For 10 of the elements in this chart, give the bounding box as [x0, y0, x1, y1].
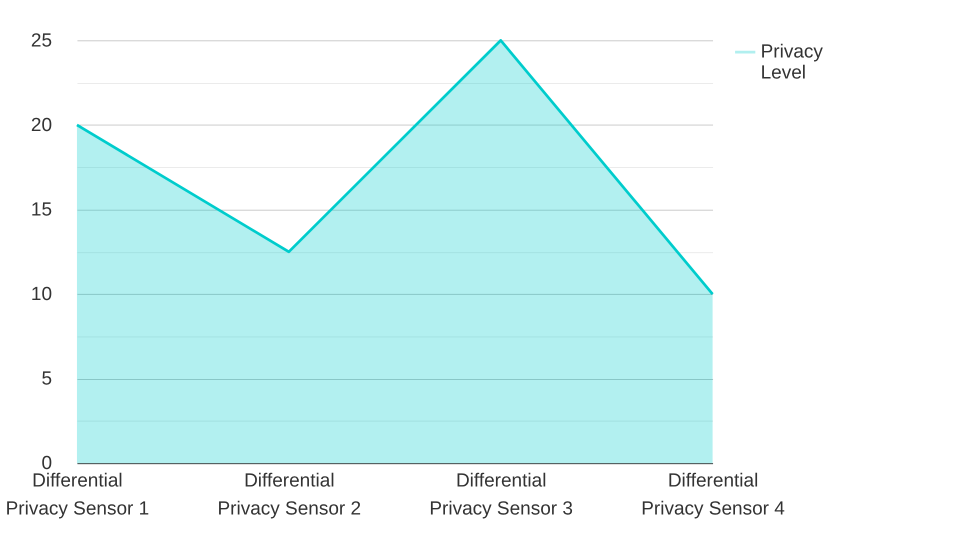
y-tick-label: 10 [30, 284, 52, 305]
y-tick-label: 5 [41, 368, 52, 390]
x-tick-label: Differential Privacy Sensor 4 [641, 470, 786, 520]
y-tick-label: 20 [30, 114, 52, 136]
x-tick-label: Differential Privacy Sensor 3 [429, 470, 573, 520]
legend-label: Privacy Level [760, 42, 824, 84]
y-tick-label: 15 [30, 199, 52, 220]
y-tick-label: 25 [30, 30, 52, 52]
x-tick-label: Differential Privacy Sensor 1 [6, 470, 150, 520]
x-tick-label: Differential Privacy Sensor 2 [217, 470, 362, 520]
